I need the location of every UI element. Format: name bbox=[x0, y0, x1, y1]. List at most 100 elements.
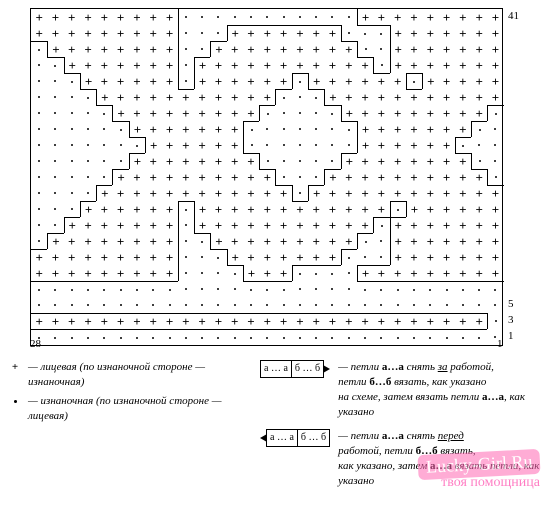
stitch-knit bbox=[243, 233, 259, 249]
stitch-knit bbox=[324, 169, 340, 185]
stitch-purl bbox=[178, 25, 194, 41]
stitch-knit bbox=[324, 25, 340, 41]
stitch-purl bbox=[471, 137, 487, 153]
stitch-knit bbox=[145, 25, 161, 41]
stitch-knit bbox=[422, 265, 438, 281]
stitch-knit bbox=[357, 313, 373, 329]
stitch-purl bbox=[292, 265, 308, 281]
stitch-knit bbox=[161, 41, 177, 57]
stitch-purl bbox=[373, 281, 389, 297]
row-label: 3 bbox=[508, 314, 528, 326]
stitch-knit bbox=[161, 201, 177, 217]
stitch-purl bbox=[178, 217, 194, 233]
stitch-knit bbox=[341, 73, 357, 89]
stitch-purl bbox=[80, 297, 96, 313]
stitch-knit bbox=[357, 137, 373, 153]
stitch-knit bbox=[259, 57, 275, 73]
stitch-knit bbox=[210, 137, 226, 153]
stitch-knit bbox=[64, 233, 80, 249]
stitch-purl bbox=[259, 137, 275, 153]
stitch-purl bbox=[324, 329, 340, 345]
stitch-knit bbox=[406, 57, 422, 73]
stitch-purl bbox=[455, 297, 471, 313]
stitch-knit bbox=[438, 249, 454, 265]
stitch-knit bbox=[422, 185, 438, 201]
stitch-knit bbox=[308, 233, 324, 249]
stitch-purl bbox=[308, 121, 324, 137]
stitch-knit bbox=[194, 185, 210, 201]
stitch-knit bbox=[227, 73, 243, 89]
stitch-purl bbox=[47, 281, 63, 297]
stitch-knit bbox=[292, 233, 308, 249]
stitch-knit bbox=[161, 153, 177, 169]
stitch-knit bbox=[406, 105, 422, 121]
stitch-knit bbox=[47, 233, 63, 249]
stitch-purl bbox=[31, 185, 47, 201]
stitch-purl bbox=[47, 121, 63, 137]
stitch-knit bbox=[112, 313, 128, 329]
stitch-purl bbox=[194, 297, 210, 313]
stitch-purl bbox=[487, 281, 503, 297]
stitch-knit bbox=[275, 57, 291, 73]
stitch-purl bbox=[292, 9, 308, 25]
stitch-knit bbox=[80, 249, 96, 265]
stitch-knit bbox=[422, 25, 438, 41]
stitch-knit bbox=[487, 201, 503, 217]
stitch-knit bbox=[112, 185, 128, 201]
stitch-purl bbox=[390, 297, 406, 313]
stitch-purl bbox=[80, 169, 96, 185]
stitch-purl bbox=[259, 153, 275, 169]
stitch-knit bbox=[357, 89, 373, 105]
stitch-knit bbox=[438, 217, 454, 233]
stitch-knit bbox=[275, 73, 291, 89]
stitch-purl bbox=[259, 281, 275, 297]
stitch-purl bbox=[373, 233, 389, 249]
stitch-knit bbox=[227, 121, 243, 137]
stitch-knit bbox=[194, 57, 210, 73]
stitch-knit bbox=[438, 105, 454, 121]
stitch-knit bbox=[471, 105, 487, 121]
stitch-knit bbox=[324, 57, 340, 73]
stitch-purl bbox=[455, 281, 471, 297]
stitch-knit bbox=[324, 89, 340, 105]
stitch-knit bbox=[357, 217, 373, 233]
stitch-knit bbox=[471, 185, 487, 201]
stitch-knit bbox=[357, 9, 373, 25]
stitch-purl bbox=[406, 73, 422, 89]
stitch-knit bbox=[406, 265, 422, 281]
stitch-knit bbox=[64, 265, 80, 281]
stitch-purl bbox=[357, 41, 373, 57]
stitch-knit bbox=[227, 57, 243, 73]
stitch-knit bbox=[341, 57, 357, 73]
stitch-purl bbox=[194, 233, 210, 249]
stitch-purl bbox=[308, 9, 324, 25]
stitch-purl bbox=[308, 329, 324, 345]
stitch-purl bbox=[390, 201, 406, 217]
stitch-knit bbox=[112, 25, 128, 41]
stitch-knit bbox=[357, 185, 373, 201]
stitch-purl bbox=[210, 25, 226, 41]
stitch-purl bbox=[47, 137, 63, 153]
stitch-purl bbox=[487, 169, 503, 185]
stitch-knit bbox=[438, 153, 454, 169]
stitch-purl bbox=[341, 137, 357, 153]
stitch-knit bbox=[161, 169, 177, 185]
stitch-knit bbox=[210, 153, 226, 169]
stitch-knit bbox=[259, 41, 275, 57]
stitch-knit bbox=[422, 89, 438, 105]
stitch-knit bbox=[438, 89, 454, 105]
stitch-purl bbox=[64, 105, 80, 121]
stitch-knit bbox=[145, 9, 161, 25]
stitch-knit bbox=[227, 217, 243, 233]
stitch-knit bbox=[96, 73, 112, 89]
stitch-knit bbox=[112, 41, 128, 57]
cable-box-a: а … а bbox=[266, 429, 298, 447]
stitch-knit bbox=[373, 89, 389, 105]
stitch-purl bbox=[292, 185, 308, 201]
stitch-knit bbox=[455, 249, 471, 265]
stitch-purl bbox=[64, 121, 80, 137]
stitch-knit bbox=[341, 217, 357, 233]
stitch-purl bbox=[227, 329, 243, 345]
stitch-knit bbox=[390, 153, 406, 169]
stitch-knit bbox=[161, 25, 177, 41]
